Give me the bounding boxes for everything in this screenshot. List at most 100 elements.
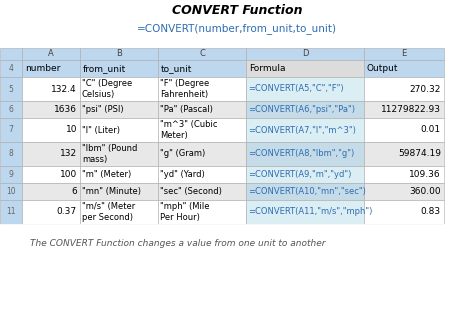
Text: C: C: [199, 49, 205, 58]
Bar: [0, 48, 22, 60]
Text: Formula: Formula: [249, 64, 285, 73]
Text: 5: 5: [9, 84, 13, 93]
Bar: [0, 234, 474, 254]
Text: 132: 132: [60, 150, 77, 159]
Text: CONVERT Function: CONVERT Function: [172, 4, 302, 16]
Bar: [364, 142, 444, 166]
Bar: [22, 48, 80, 60]
Bar: [0, 60, 22, 77]
Bar: [22, 77, 80, 101]
Text: 11279822.93: 11279822.93: [381, 105, 441, 114]
Bar: [80, 118, 158, 142]
Text: "sec" (Second): "sec" (Second): [160, 187, 222, 196]
Bar: [246, 48, 364, 60]
Text: A: A: [48, 49, 54, 58]
Bar: [158, 118, 246, 142]
Bar: [364, 200, 444, 224]
Text: "l" (Liter): "l" (Liter): [82, 126, 120, 134]
Text: 6: 6: [71, 187, 77, 196]
Text: "C" (Degree
Celsius): "C" (Degree Celsius): [82, 79, 132, 99]
Bar: [158, 48, 246, 60]
Bar: [246, 166, 364, 183]
Bar: [246, 77, 364, 101]
Text: "lbm" (Pound
mass): "lbm" (Pound mass): [82, 144, 137, 164]
Bar: [364, 183, 444, 200]
Text: 9: 9: [9, 170, 13, 179]
Text: 4: 4: [9, 64, 13, 73]
Bar: [80, 166, 158, 183]
Bar: [364, 166, 444, 183]
Bar: [364, 48, 444, 60]
Text: =CONVERT(A9,"m","yd"): =CONVERT(A9,"m","yd"): [248, 170, 351, 179]
Bar: [22, 101, 80, 118]
Text: 8: 8: [9, 150, 13, 159]
Text: 109.36: 109.36: [410, 170, 441, 179]
Bar: [80, 101, 158, 118]
Text: 270.32: 270.32: [410, 84, 441, 93]
Text: 1636: 1636: [54, 105, 77, 114]
Text: =CONVERT(A7,"l","m^3"): =CONVERT(A7,"l","m^3"): [248, 126, 356, 134]
Text: =CONVERT(A10,"mn","sec"): =CONVERT(A10,"mn","sec"): [248, 187, 366, 196]
Text: E: E: [401, 49, 407, 58]
Bar: [80, 60, 158, 77]
Text: "g" (Gram): "g" (Gram): [160, 150, 205, 159]
Text: 7: 7: [9, 126, 13, 134]
Text: "F" (Degree
Fahrenheit): "F" (Degree Fahrenheit): [160, 79, 209, 99]
Bar: [0, 142, 22, 166]
Bar: [158, 166, 246, 183]
Bar: [364, 101, 444, 118]
Bar: [246, 60, 364, 77]
Bar: [364, 60, 444, 77]
Text: 100: 100: [60, 170, 77, 179]
Bar: [0, 118, 22, 142]
Bar: [80, 183, 158, 200]
Bar: [22, 142, 80, 166]
Text: 11: 11: [6, 207, 16, 216]
Text: to_unit: to_unit: [161, 64, 192, 73]
Bar: [0, 38, 474, 48]
Bar: [246, 200, 364, 224]
Bar: [246, 142, 364, 166]
Bar: [22, 166, 80, 183]
Bar: [246, 101, 364, 118]
Text: =CONVERT(A6,"psi","Pa"): =CONVERT(A6,"psi","Pa"): [248, 105, 355, 114]
Text: "yd" (Yard): "yd" (Yard): [160, 170, 205, 179]
Bar: [158, 101, 246, 118]
Bar: [80, 48, 158, 60]
Text: "Pa" (Pascal): "Pa" (Pascal): [160, 105, 213, 114]
Bar: [364, 77, 444, 101]
Bar: [0, 0, 474, 20]
Bar: [80, 200, 158, 224]
Bar: [22, 60, 80, 77]
Text: "m^3" (Cubic
Meter): "m^3" (Cubic Meter): [160, 120, 218, 140]
Text: "mph" (Mile
Per Hour): "mph" (Mile Per Hour): [160, 202, 210, 222]
Bar: [246, 183, 364, 200]
Bar: [158, 60, 246, 77]
Bar: [364, 118, 444, 142]
Bar: [158, 183, 246, 200]
Text: 132.4: 132.4: [51, 84, 77, 93]
Bar: [158, 142, 246, 166]
Text: =CONVERT(number,from_unit,to_unit): =CONVERT(number,from_unit,to_unit): [137, 23, 337, 34]
Bar: [80, 77, 158, 101]
Bar: [22, 118, 80, 142]
Bar: [0, 200, 22, 224]
Bar: [0, 166, 22, 183]
Text: 10: 10: [65, 126, 77, 134]
Bar: [0, 224, 474, 234]
Text: B: B: [116, 49, 122, 58]
Bar: [158, 77, 246, 101]
Text: 0.01: 0.01: [421, 126, 441, 134]
Text: 0.37: 0.37: [57, 207, 77, 216]
Text: 6: 6: [9, 105, 13, 114]
Bar: [22, 200, 80, 224]
Text: number: number: [25, 64, 60, 73]
Text: "m" (Meter): "m" (Meter): [82, 170, 131, 179]
Bar: [80, 142, 158, 166]
Bar: [22, 183, 80, 200]
Bar: [0, 183, 22, 200]
Text: Output: Output: [367, 64, 399, 73]
Text: "psi" (PSI): "psi" (PSI): [82, 105, 124, 114]
Text: =CONVERT(A5,"C","F"): =CONVERT(A5,"C","F"): [248, 84, 344, 93]
Bar: [0, 101, 22, 118]
